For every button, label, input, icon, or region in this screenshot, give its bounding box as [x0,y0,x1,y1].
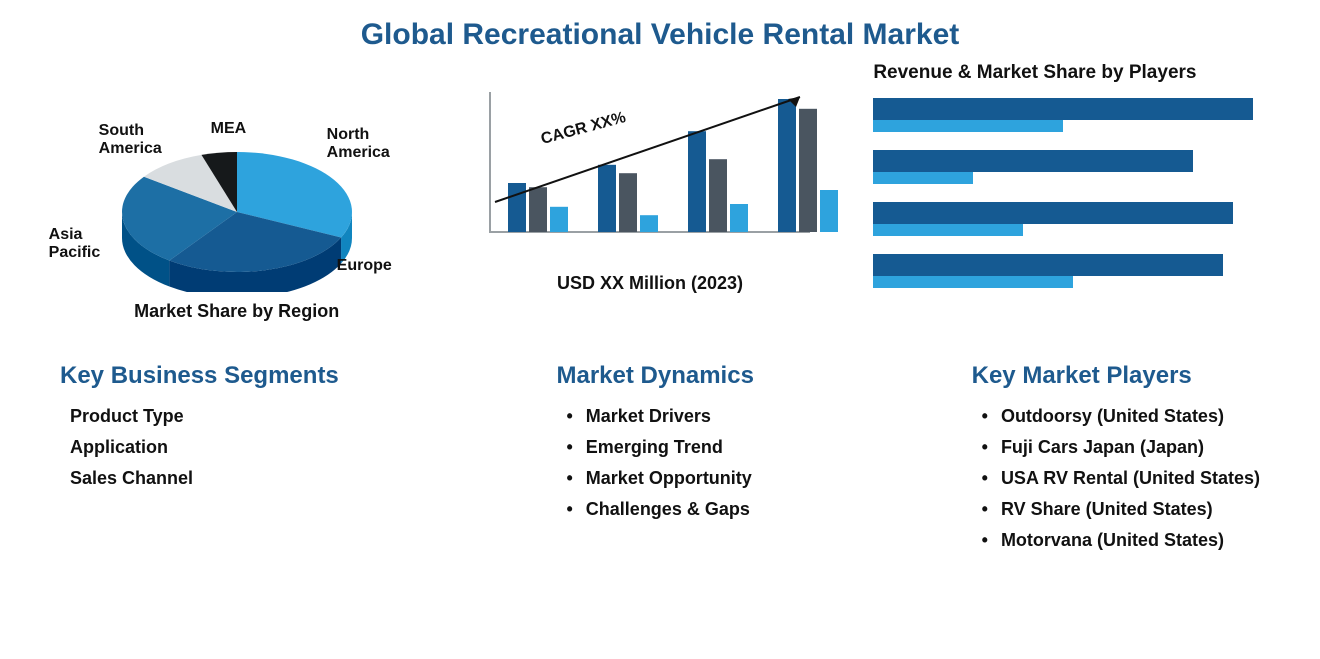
hbar-series-a [873,150,1193,172]
pie-caption: Market Share by Region [37,301,437,322]
bar [598,165,616,232]
hbar-series-b [873,172,973,184]
player-item: RV Share (United States) [972,499,1260,520]
pie-panel: NorthAmerica Europe AsiaPacific SouthAmeric… [37,62,437,322]
bar [799,109,817,232]
bar-panel: CAGR XX% USD XX Million (2023) [450,62,850,322]
bar-chart [450,62,850,262]
bar [529,187,547,232]
bottom-row: Key Business Segments Product Type Applic… [0,322,1320,561]
hbar-row [873,254,1283,292]
dynamics-col: Market Dynamics Market Drivers Emerging T… [556,362,753,561]
players-heading: Key Market Players [972,362,1260,390]
hbar-row [873,202,1283,240]
pie-slice-label: SouthAmerica [99,122,162,159]
dynamics-item: Challenges & Gaps [556,499,753,520]
pie-slice-label: NorthAmerica [327,126,390,163]
pie-slice-label: AsiaPacific [49,226,101,263]
segment-item: Product Type [60,406,339,427]
hbar-series-b [873,276,1073,288]
dynamics-item: Emerging Trend [556,437,753,458]
bar [550,207,568,232]
bar [778,99,796,232]
bar [640,215,658,232]
bar [820,190,838,232]
dynamics-item: Market Opportunity [556,468,753,489]
dynamics-list: Market Drivers Emerging Trend Market Oppor… [556,406,753,520]
player-item: Fuji Cars Japan (Japan) [972,437,1260,458]
hbar-title: Revenue & Market Share by Players [873,62,1283,84]
segment-item: Application [60,437,339,458]
segment-item: Sales Channel [60,468,339,489]
page-title: Global Recreational Vehicle Rental Marke… [0,0,1320,52]
hbar-series-a [873,254,1223,276]
pie-slice-label: MEA [211,120,247,138]
segments-list: Product Type Application Sales Channel [60,406,339,489]
hbar-series-b [873,224,1023,236]
player-item: USA RV Rental (United States) [972,468,1260,489]
top-charts-row: NorthAmerica Europe AsiaPacific SouthAmeric… [0,62,1320,322]
segments-col: Key Business Segments Product Type Applic… [60,362,339,561]
segments-heading: Key Business Segments [60,362,339,390]
bar [508,183,526,232]
hbar-row [873,150,1283,188]
hbar-row [873,98,1283,136]
bar [619,173,637,232]
hbar-series-a [873,202,1233,224]
players-col: Key Market Players Outdoorsy (United Sta… [972,362,1260,561]
pie-slice-label: Europe [337,257,392,275]
bar [688,131,706,232]
bar [709,159,727,232]
dynamics-item: Market Drivers [556,406,753,427]
player-item: Motorvana (United States) [972,530,1260,551]
hbar-series-a [873,98,1253,120]
player-item: Outdoorsy (United States) [972,406,1260,427]
bar [730,204,748,232]
hbar-panel: Revenue & Market Share by Players [863,62,1283,322]
bar-caption: USD XX Million (2023) [450,273,850,294]
players-list: Outdoorsy (United States) Fuji Cars Japan… [972,406,1260,551]
dynamics-heading: Market Dynamics [556,362,753,390]
hbar-series-b [873,120,1063,132]
